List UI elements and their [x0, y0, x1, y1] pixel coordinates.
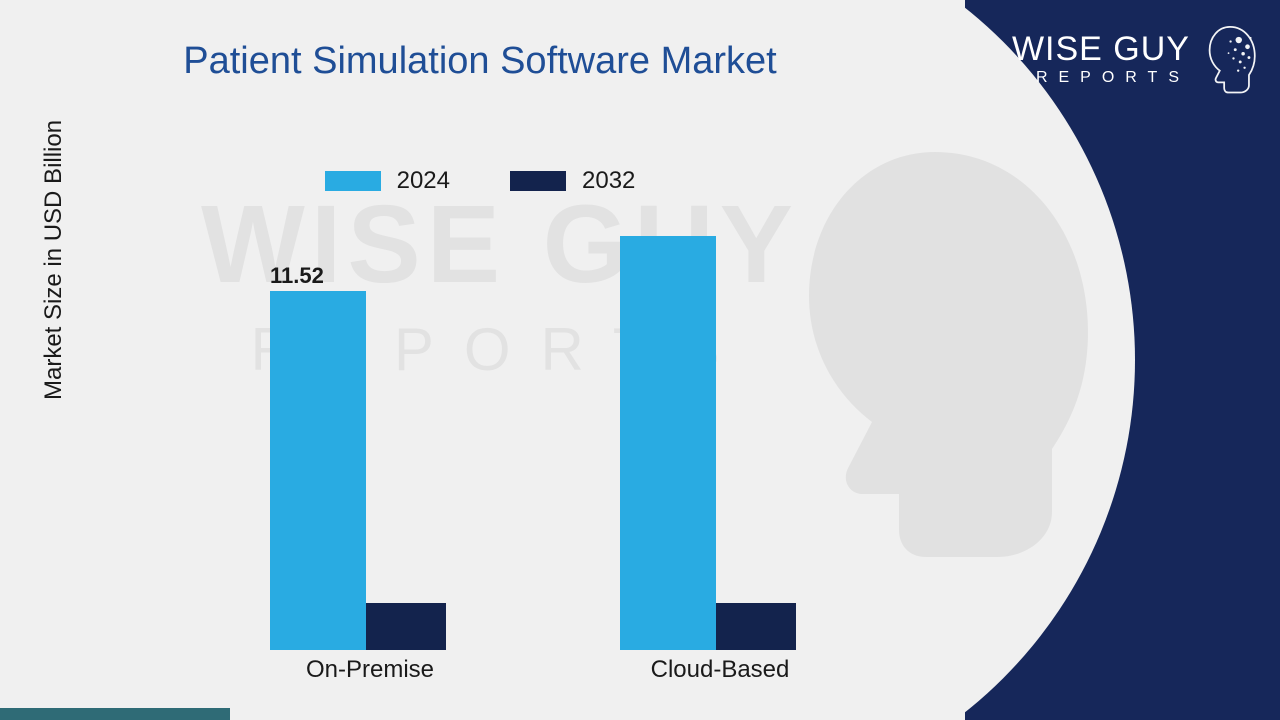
legend: 2024 2032: [0, 167, 960, 195]
bar-cloud-based-2024: [620, 236, 716, 650]
bar-on-premise-2032: [366, 603, 446, 650]
brand-head-icon: [1200, 24, 1260, 94]
bottom-left-accent: [0, 708, 230, 720]
chart-canvas: WISE GUY REPORTS Patient Simulation Soft…: [0, 0, 1280, 720]
legend-label-2024: 2024: [397, 167, 450, 195]
bar-label-on-premise-2024: 11.52: [270, 263, 324, 289]
bar-cloud-based-2032: [716, 603, 796, 650]
legend-item-2024: 2024: [325, 167, 450, 195]
category-label-on-premise: On-Premise: [306, 656, 434, 684]
brand-line2: REPORTS: [980, 70, 1190, 86]
category-label-cloud-based: Cloud-Based: [651, 656, 790, 684]
y-axis-label: Market Size in USD Billion: [40, 120, 68, 400]
brand-logo: WISE GUY REPORTS: [980, 24, 1260, 94]
legend-label-2032: 2032: [582, 167, 635, 195]
bar-group-on-premise: 11.52 On-Premise: [270, 291, 470, 650]
legend-item-2032: 2032: [510, 167, 635, 195]
chart-title: Patient Simulation Software Market: [0, 40, 960, 83]
brand-line1: WISE GUY: [980, 32, 1190, 66]
plot-area: 11.52 On-Premise Cloud-Based: [110, 200, 940, 650]
legend-swatch-2024: [325, 171, 381, 191]
legend-swatch-2032: [510, 171, 566, 191]
bar-on-premise-2024: 11.52: [270, 291, 366, 650]
bar-group-cloud-based: Cloud-Based: [620, 236, 820, 650]
